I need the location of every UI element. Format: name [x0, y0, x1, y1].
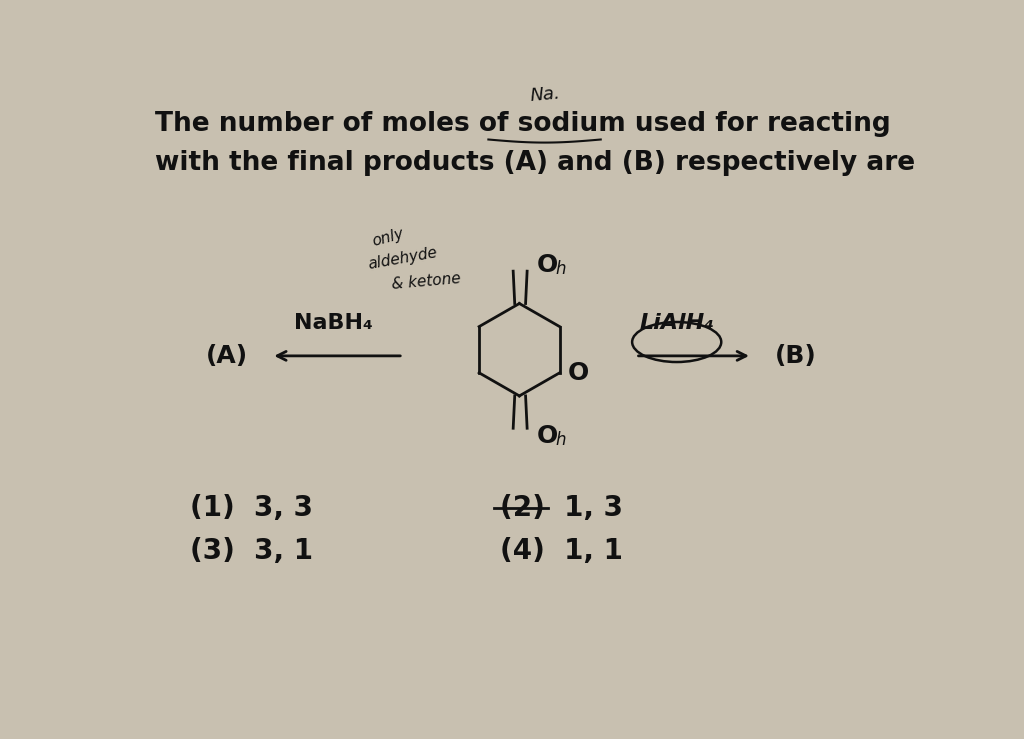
- Text: with the final products (A) and (B) respectively are: with the final products (A) and (B) resp…: [155, 149, 915, 175]
- Text: (B): (B): [775, 344, 817, 368]
- Text: The number of moles of sodium used for reacting: The number of moles of sodium used for r…: [155, 111, 891, 137]
- Text: O: O: [537, 424, 558, 448]
- Text: (A): (A): [206, 344, 248, 368]
- Text: O: O: [567, 361, 589, 385]
- Text: NaBH₄: NaBH₄: [294, 313, 373, 333]
- Text: & ketone: & ketone: [391, 271, 462, 293]
- Text: h: h: [555, 431, 565, 449]
- Text: O: O: [537, 253, 558, 277]
- Text: only: only: [370, 227, 406, 250]
- Text: (4)  1, 1: (4) 1, 1: [500, 537, 623, 565]
- Text: (3)  3, 1: (3) 3, 1: [190, 537, 313, 565]
- Text: LiAlH₄: LiAlH₄: [639, 313, 714, 333]
- Text: Na.: Na.: [529, 84, 561, 105]
- Text: h: h: [555, 260, 565, 278]
- Text: (1)  3, 3: (1) 3, 3: [190, 494, 313, 522]
- Text: aldehyde: aldehyde: [368, 245, 439, 273]
- Text: (2)  1, 3: (2) 1, 3: [500, 494, 623, 522]
